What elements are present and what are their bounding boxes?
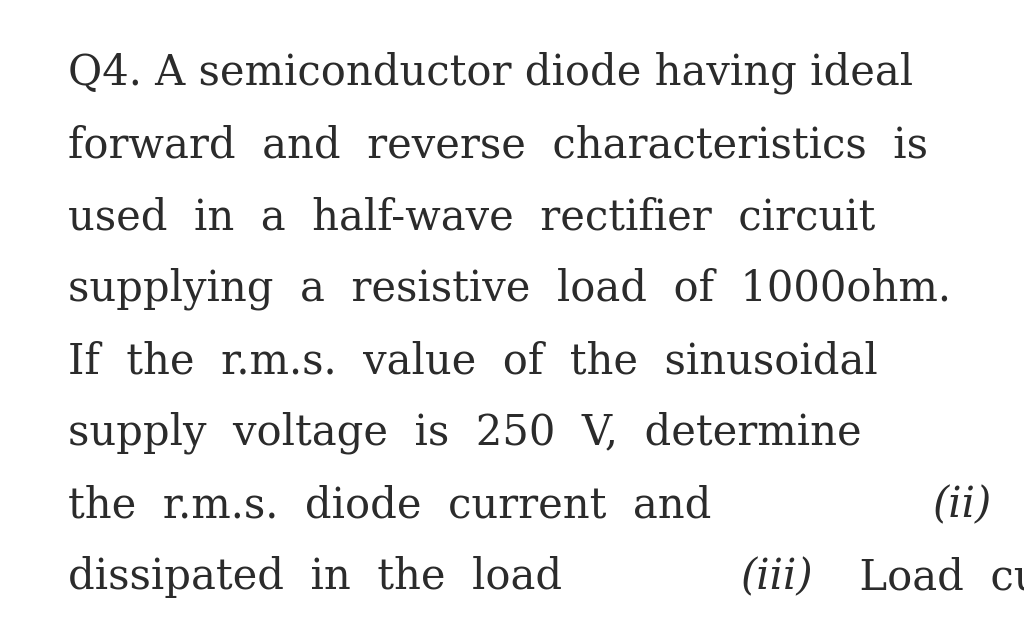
Text: If  the  r.m.s.  value  of  the  sinusoidal: If the r.m.s. value of the sinusoidal [68, 340, 878, 382]
Text: supplying  a  resistive  load  of  1000ohm.: supplying a resistive load of 1000ohm. [68, 268, 951, 310]
Text: Load  current.: Load current. [834, 556, 1024, 598]
Text: supply  voltage  is  250  V,  determine: supply voltage is 250 V, determine [68, 412, 888, 455]
Text: forward  and  reverse  characteristics  is: forward and reverse characteristics is [68, 124, 928, 166]
Text: dissipated  in  the  load: dissipated in the load [68, 556, 589, 598]
Text: (iii): (iii) [739, 556, 812, 598]
Text: used  in  a  half-wave  rectifier  circuit: used in a half-wave rectifier circuit [68, 196, 876, 238]
Text: (ii): (ii) [933, 484, 991, 526]
Text: the  r.m.s.  diode  current  and: the r.m.s. diode current and [68, 484, 738, 526]
Text: power: power [1009, 484, 1024, 526]
Text: Q4. A semiconductor diode having ideal: Q4. A semiconductor diode having ideal [68, 52, 913, 95]
